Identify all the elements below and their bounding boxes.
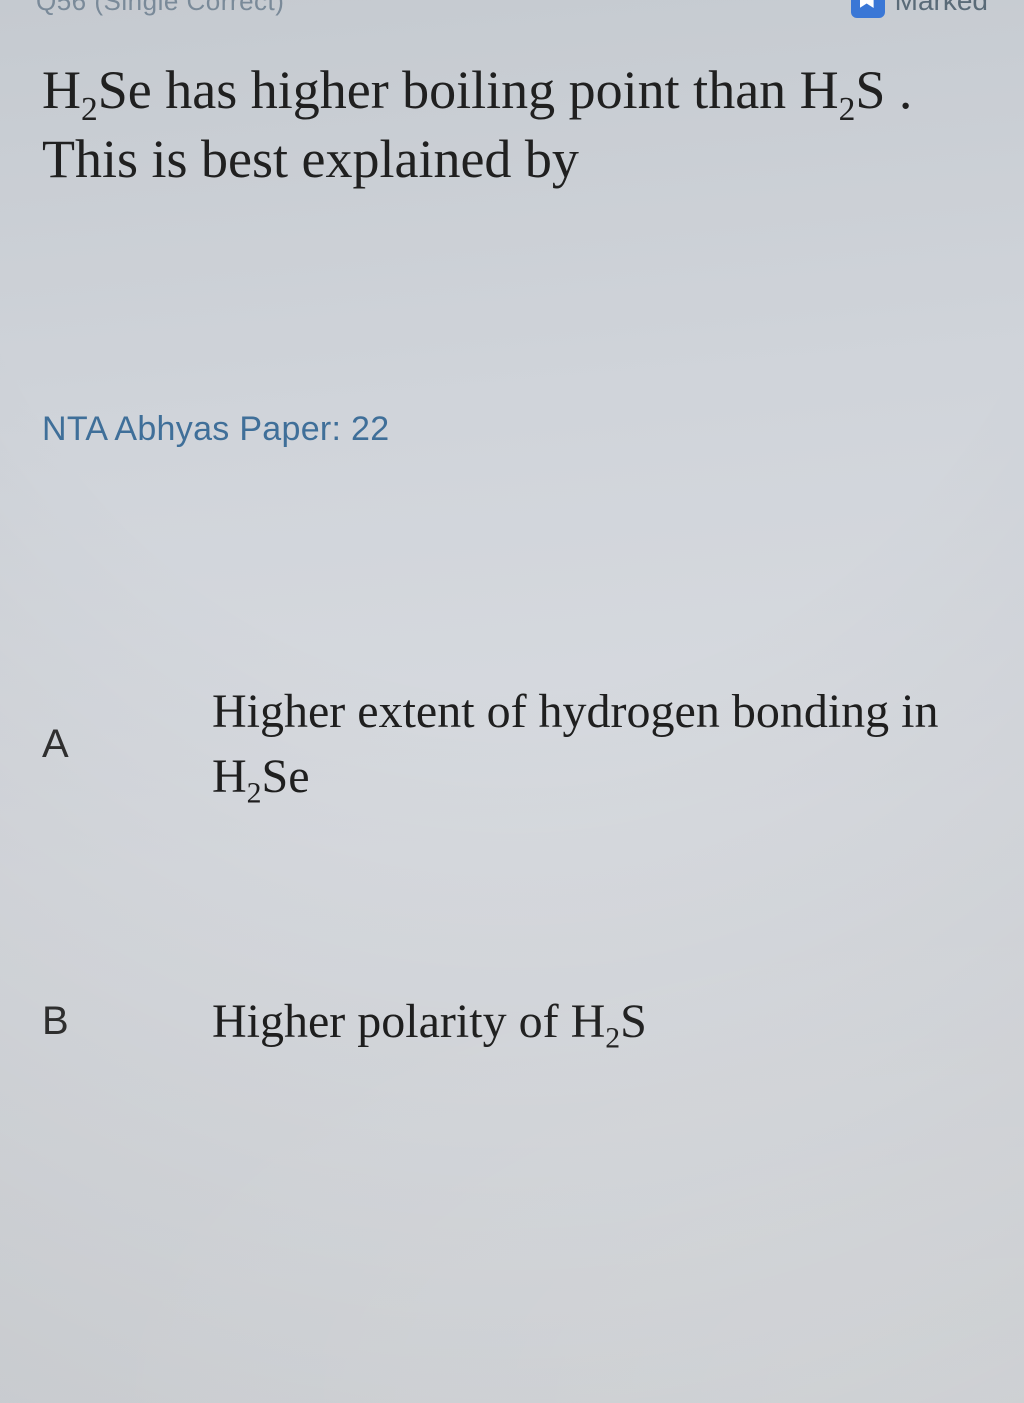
- bookmark-icon: [851, 0, 885, 18]
- question-header: Q56 (Single Correct) Marked: [0, 0, 1024, 22]
- question-number-label: Q56 (Single Correct): [36, 0, 284, 17]
- option-text: Higher extent of hydrogen bonding in H2S…: [212, 680, 982, 810]
- option-letter: B: [42, 999, 212, 1044]
- marked-label: Marked: [895, 0, 988, 17]
- option-text: Higher polarity of H2S: [212, 990, 647, 1055]
- answer-option[interactable]: A Higher extent of hydrogen bonding in H…: [42, 680, 982, 810]
- paper-source-label: NTA Abhyas Paper: 22: [42, 410, 389, 449]
- answer-option[interactable]: B Higher polarity of H2S: [42, 990, 982, 1055]
- marked-indicator[interactable]: Marked: [851, 0, 988, 18]
- question-text: H2Se has higher boiling point than H2S .…: [42, 56, 982, 194]
- option-letter: A: [42, 722, 212, 767]
- answer-options: A Higher extent of hydrogen bonding in H…: [42, 680, 982, 1234]
